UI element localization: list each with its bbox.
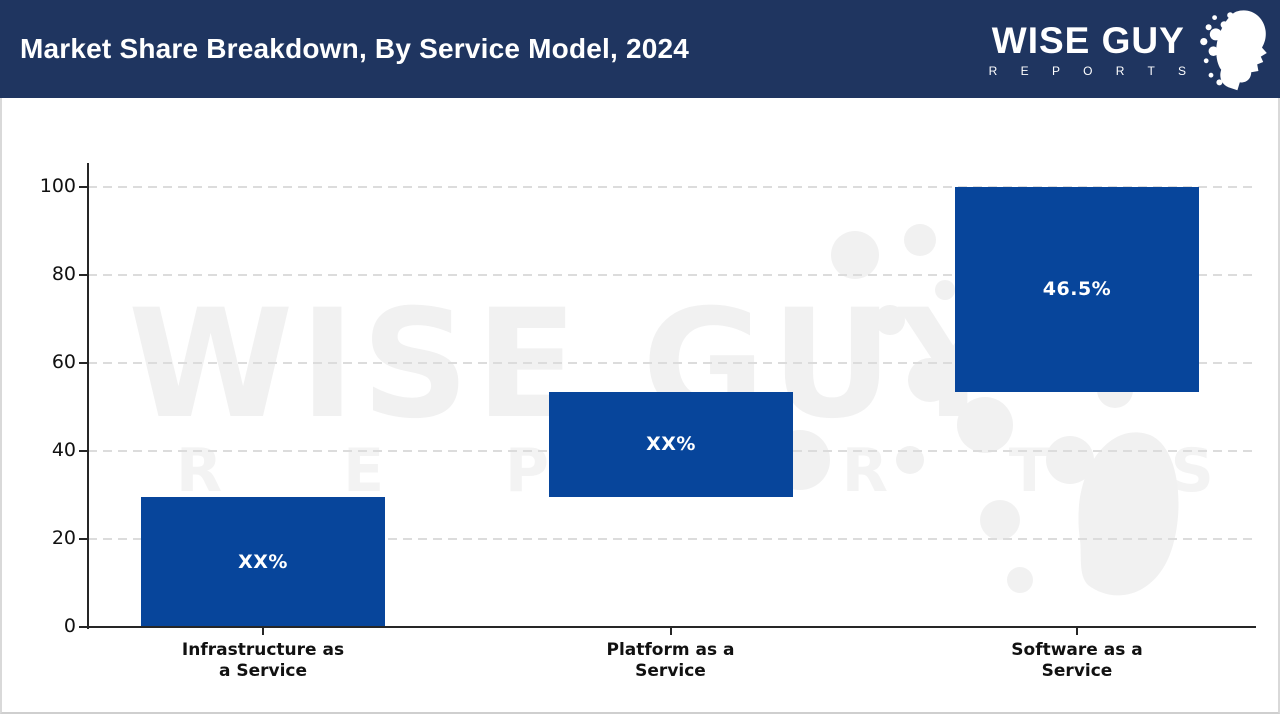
grid-line [88, 538, 1256, 540]
x-category-label: Infrastructure as a Service [181, 640, 345, 681]
y-axis-tick [79, 450, 87, 452]
grid-line [88, 362, 1256, 364]
brand-name: WISE GUY [991, 20, 1185, 61]
y-axis-tick-label: 0 [63, 615, 76, 637]
page-title: Market Share Breakdown, By Service Model… [20, 33, 690, 64]
header-bar: Market Share Breakdown, By Service Model… [0, 0, 1280, 98]
x-axis-tick [262, 628, 264, 635]
grid-line [88, 186, 1256, 188]
y-axis-tick [79, 362, 87, 364]
y-axis-tick-label: 80 [51, 263, 76, 285]
y-axis-tick [79, 186, 87, 188]
brand-logo: WISE GUY R E P O R T S [981, 8, 1272, 92]
bar-value-label: XX% [646, 433, 696, 456]
brand-subtitle: R E P O R T S [988, 64, 1196, 78]
bar-segment: XX% [141, 497, 385, 627]
bar-value-label: 46.5% [1042, 278, 1112, 301]
x-category-label: Software as a Service [1011, 640, 1143, 681]
x-axis-line [87, 626, 1256, 628]
bar-segment: 46.5% [955, 187, 1199, 392]
y-axis-tick-label: 100 [39, 175, 76, 197]
bar-segment: XX% [549, 391, 793, 498]
y-axis-tick [79, 538, 87, 540]
x-axis-tick [1076, 628, 1078, 635]
y-axis-tick-label: 40 [51, 439, 76, 461]
x-axis-tick [669, 628, 672, 635]
brand-face-icon [1200, 10, 1267, 91]
y-axis-tick [79, 626, 87, 628]
y-axis-line [87, 163, 89, 629]
y-axis-tick-label: 20 [51, 527, 76, 549]
x-category-label: Platform as a Service [606, 640, 735, 681]
y-axis-tick [79, 274, 87, 276]
grid-line [88, 274, 1256, 276]
bar-value-label: XX% [238, 551, 288, 574]
y-axis-tick-label: 60 [51, 351, 76, 373]
brand-logo-text: WISE GUY R E P O R T S [981, 22, 1196, 78]
